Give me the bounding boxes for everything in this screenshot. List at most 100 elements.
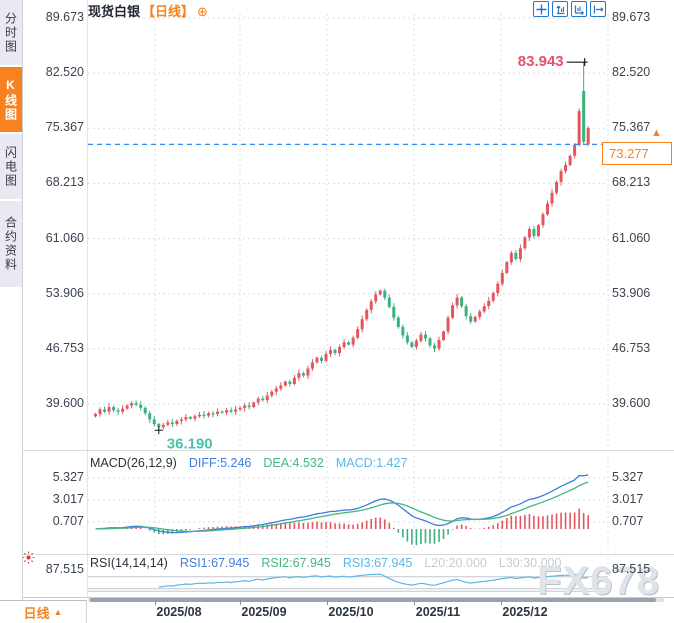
- candle-body: [478, 311, 482, 317]
- chart-title: 现货白银 【日线】 ⊕: [88, 1, 208, 20]
- candle-body: [112, 407, 116, 411]
- macd-axis-label-left: 5.327: [52, 470, 84, 484]
- candle-body: [229, 410, 233, 412]
- candle-body: [274, 388, 278, 392]
- candle-body: [491, 292, 495, 301]
- candle-body: [103, 409, 107, 412]
- macd-diff-line: [95, 474, 589, 534]
- time-axis-tick: [240, 600, 241, 605]
- candle-body: [383, 290, 387, 298]
- high-price-label: 83.943: [518, 53, 564, 70]
- candle-body: [437, 340, 441, 349]
- sidebar-tab-1[interactable]: 分时图: [0, 0, 22, 67]
- candle-body: [297, 373, 301, 378]
- candle-body: [252, 402, 256, 408]
- low-price-label: 36.190: [167, 435, 213, 452]
- candle-body: [356, 329, 360, 338]
- rsi-header: RSI(14,14,14) RSI1:67.945 RSI2:67.945 RSI3:…: [90, 556, 573, 570]
- candle-body: [433, 345, 436, 349]
- candlestick-plot[interactable]: 36.190 83.943: [88, 0, 674, 452]
- period-selector[interactable]: 日线 ▲: [0, 600, 87, 623]
- y-axis-fit-icon[interactable]: [552, 1, 568, 17]
- live-indicator-icon: [21, 550, 36, 570]
- x-axis-fit-icon[interactable]: [571, 1, 587, 17]
- time-axis-divider: [22, 597, 674, 598]
- candle-body: [134, 403, 138, 405]
- candle-body: [166, 422, 170, 425]
- sidebar-tab-3[interactable]: 闪电图: [0, 134, 22, 201]
- candle-body: [197, 414, 201, 417]
- candle-body: [152, 419, 156, 425]
- candle-body: [234, 409, 238, 412]
- candle-body: [410, 342, 414, 347]
- candle-body: [261, 398, 265, 401]
- candle-body: [347, 342, 351, 345]
- candle-body: [469, 316, 473, 322]
- candle-body: [315, 357, 319, 363]
- candle-body: [546, 203, 549, 215]
- crosshair-icon[interactable]: [533, 1, 549, 17]
- candle-body: [238, 407, 242, 410]
- candle-body: [211, 413, 215, 415]
- candle-body: [360, 319, 364, 330]
- time-axis-label: 2025/09: [241, 605, 287, 619]
- candle-body: [586, 128, 590, 145]
- candle-body: [288, 381, 292, 384]
- rsi-axis-label-right: 87.515: [612, 562, 651, 576]
- rsi3-value: RSI3:67.945: [342, 556, 413, 570]
- price-up-arrow-icon: ▲: [651, 127, 662, 139]
- candle-body: [220, 411, 224, 413]
- candle-body: [193, 416, 197, 419]
- reset-view-icon[interactable]: [590, 1, 606, 17]
- time-axis-label: 2025/08: [156, 605, 202, 619]
- candle-body: [301, 373, 305, 376]
- current-price-box: 73.277: [602, 142, 672, 165]
- candle-body: [107, 407, 111, 412]
- add-indicator-icon[interactable]: ⊕: [197, 4, 208, 19]
- candle-body: [527, 229, 531, 238]
- rsi-title: RSI(14,14,14): [90, 556, 168, 570]
- candle-body: [577, 111, 581, 145]
- horizontal-scrollbar[interactable]: [88, 598, 664, 602]
- price-axis-label-left: 53.906: [45, 286, 84, 300]
- rsi-l20-value: L20:20.000: [424, 556, 487, 570]
- candle-body: [161, 424, 165, 428]
- price-axis-label-right: 46.753: [612, 341, 651, 355]
- candle-body: [333, 350, 337, 354]
- candle-body: [564, 165, 568, 172]
- candle-body: [247, 405, 251, 408]
- candle-body: [207, 413, 210, 416]
- time-axis-label: 2025/11: [415, 605, 461, 619]
- candle-body: [559, 171, 563, 182]
- candle-body: [170, 422, 174, 425]
- low-marker: [154, 426, 163, 435]
- candle-body: [148, 413, 152, 420]
- candle-body: [216, 411, 220, 415]
- price-axis-label-right: 39.600: [612, 396, 651, 410]
- time-axis-tick: [414, 600, 415, 605]
- candle-body: [536, 225, 540, 236]
- candle-body: [568, 155, 572, 166]
- candle-body: [270, 391, 274, 396]
- chart-toolbar: [530, 1, 606, 17]
- symbol-name: 现货白银: [88, 4, 141, 19]
- price-axis-label-right: 82.520: [612, 65, 651, 79]
- candle-body: [442, 331, 446, 341]
- candle-body: [243, 405, 247, 408]
- candle-body: [265, 395, 269, 401]
- macd-plot[interactable]: [88, 452, 674, 554]
- price-axis-label-left: 89.673: [45, 10, 84, 24]
- sidebar-tab-2[interactable]: K线图: [0, 67, 22, 134]
- rsi-plot[interactable]: [88, 556, 674, 598]
- candle-body: [121, 408, 125, 412]
- axis-plot-divider: [87, 0, 88, 598]
- candle-body: [482, 306, 486, 312]
- candle-body: [419, 334, 423, 341]
- period-dropdown-arrow-icon: ▲: [53, 607, 63, 617]
- macd-title: MACD(26,12,9): [90, 456, 177, 470]
- candle-body: [320, 357, 323, 361]
- candle-body: [550, 192, 554, 204]
- sidebar-tab-4[interactable]: 合约资料: [0, 201, 22, 289]
- scrollbar-thumb[interactable]: [90, 598, 656, 602]
